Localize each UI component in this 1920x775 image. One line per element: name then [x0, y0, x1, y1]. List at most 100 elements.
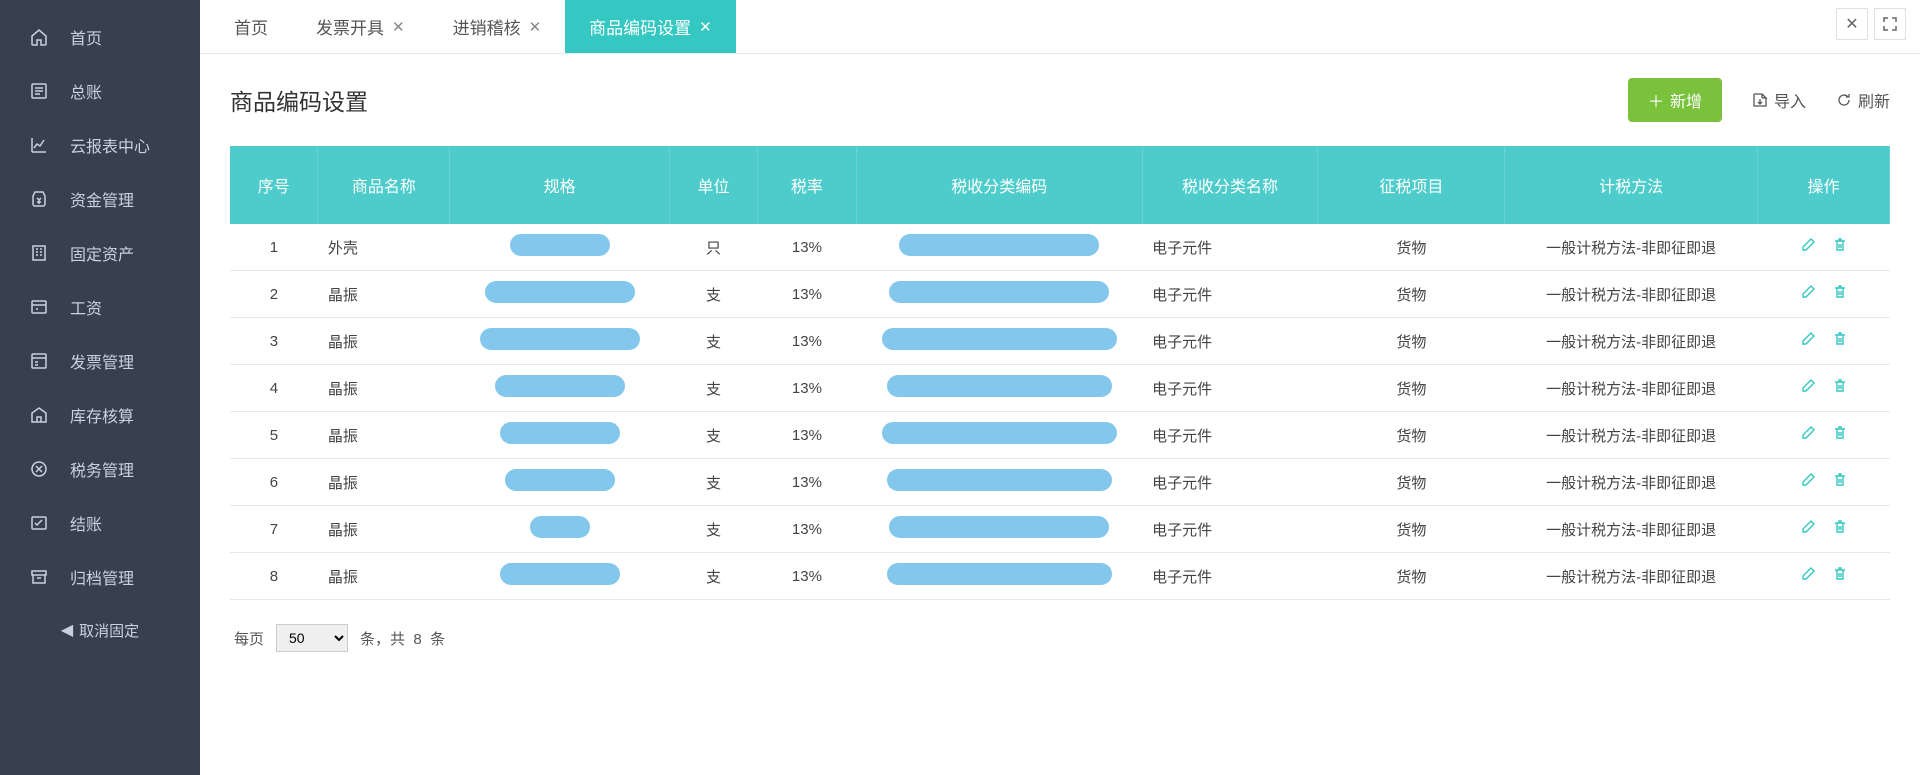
sidebar-item-label: 云报表中心 [70, 133, 150, 157]
cell-rate: 13% [757, 459, 856, 506]
redacted-spec [495, 375, 625, 397]
page-title: 商品编码设置 [230, 83, 368, 117]
delete-icon[interactable] [1832, 331, 1848, 347]
cell-spec [450, 365, 670, 412]
sidebar-item-label: 库存核算 [70, 403, 134, 427]
redacted-code [882, 422, 1117, 444]
sidebar-unpin[interactable]: ◀ 取消固定 [0, 610, 200, 650]
sidebar-item-money[interactable]: 资金管理 [0, 172, 200, 226]
close-icon: ✕ [1845, 14, 1858, 34]
delete-icon[interactable] [1832, 519, 1848, 535]
table-row: 5晶振支13%电子元件货物一般计税方法-非即征即退 [230, 412, 1890, 459]
table-row: 3晶振支13%电子元件货物一般计税方法-非即征即退 [230, 318, 1890, 365]
back-arrow-icon: ◀ [61, 620, 73, 640]
cell-cat: 电子元件 [1142, 224, 1318, 271]
tab-close-icon[interactable]: ✕ [392, 18, 405, 36]
edit-icon[interactable] [1800, 378, 1816, 394]
close-all-tabs-button[interactable]: ✕ [1836, 8, 1868, 40]
add-button-label: 新增 [1670, 88, 1702, 112]
sidebar-item-invoice[interactable]: 发票管理 [0, 334, 200, 388]
cell-code [856, 553, 1142, 600]
cell-unit: 支 [670, 553, 758, 600]
cell-rate: 13% [757, 271, 856, 318]
refresh-button[interactable]: 刷新 [1836, 88, 1890, 112]
cell-method: 一般计税方法-非即征即退 [1505, 365, 1758, 412]
table-header-2: 规格 [450, 146, 670, 224]
cell-cat: 电子元件 [1142, 553, 1318, 600]
sidebar-item-salary[interactable]: 工资 [0, 280, 200, 334]
table-row: 6晶振支13%电子元件货物一般计税方法-非即征即退 [230, 459, 1890, 506]
sidebar-item-archive[interactable]: 归档管理 [0, 550, 200, 604]
pagination: 每页 50 条，共 8 条 [230, 600, 1890, 652]
sidebar-item-home[interactable]: 首页 [0, 10, 200, 64]
cell-cat: 电子元件 [1142, 459, 1318, 506]
delete-icon[interactable] [1832, 566, 1848, 582]
page-size-select[interactable]: 50 [276, 624, 348, 652]
sidebar-item-tax[interactable]: 税务管理 [0, 442, 200, 496]
edit-icon[interactable] [1800, 519, 1816, 535]
edit-icon[interactable] [1800, 331, 1816, 347]
cell-spec [450, 459, 670, 506]
sidebar-item-ledger[interactable]: 总账 [0, 64, 200, 118]
edit-icon[interactable] [1800, 566, 1816, 582]
tab-3[interactable]: 商品编码设置✕ [565, 0, 736, 53]
toolbar-actions: ＋ 新增 导入 [1628, 78, 1890, 122]
cell-spec [450, 271, 670, 318]
table-header-3: 单位 [670, 146, 758, 224]
delete-icon[interactable] [1832, 425, 1848, 441]
salary-icon [28, 296, 50, 318]
pagination-pre-label: 每页 [234, 628, 264, 649]
sidebar-unpin-label: 取消固定 [79, 620, 139, 641]
delete-icon[interactable] [1832, 237, 1848, 253]
cell-name: 晶振 [318, 506, 450, 553]
redacted-code [889, 281, 1109, 303]
cell-op [1758, 365, 1890, 412]
refresh-button-label: 刷新 [1858, 88, 1890, 112]
delete-icon[interactable] [1832, 472, 1848, 488]
cell-spec [450, 318, 670, 365]
redacted-spec [500, 422, 620, 444]
cell-seq: 8 [230, 553, 318, 600]
edit-icon[interactable] [1800, 425, 1816, 441]
tab-0[interactable]: 首页 [210, 0, 292, 53]
cell-item: 货物 [1318, 365, 1505, 412]
tab-1[interactable]: 发票开具✕ [292, 0, 429, 53]
cell-item: 货物 [1318, 459, 1505, 506]
sidebar-item-inventory[interactable]: 库存核算 [0, 388, 200, 442]
add-button[interactable]: ＋ 新增 [1628, 78, 1722, 122]
cell-code [856, 506, 1142, 553]
cell-op [1758, 459, 1890, 506]
cell-cat: 电子元件 [1142, 271, 1318, 318]
cell-cat: 电子元件 [1142, 412, 1318, 459]
cell-op [1758, 224, 1890, 271]
cell-seq: 2 [230, 271, 318, 318]
table-row: 8晶振支13%电子元件货物一般计税方法-非即征即退 [230, 553, 1890, 600]
cell-op [1758, 412, 1890, 459]
sidebar-item-label: 发票管理 [70, 349, 134, 373]
cell-op [1758, 271, 1890, 318]
cell-method: 一般计税方法-非即征即退 [1505, 224, 1758, 271]
sidebar-item-chart[interactable]: 云报表中心 [0, 118, 200, 172]
tab-close-icon[interactable]: ✕ [699, 18, 712, 36]
sidebar-item-close-account[interactable]: 结账 [0, 496, 200, 550]
money-icon [28, 188, 50, 210]
cell-seq: 3 [230, 318, 318, 365]
delete-icon[interactable] [1832, 378, 1848, 394]
ledger-icon [28, 80, 50, 102]
edit-icon[interactable] [1800, 472, 1816, 488]
edit-icon[interactable] [1800, 237, 1816, 253]
import-button[interactable]: 导入 [1752, 88, 1806, 112]
tab-close-icon[interactable]: ✕ [529, 18, 542, 36]
tab-2[interactable]: 进销稽核✕ [429, 0, 566, 53]
fullscreen-button[interactable] [1874, 8, 1906, 40]
cell-unit: 支 [670, 365, 758, 412]
delete-icon[interactable] [1832, 284, 1848, 300]
sidebar-item-building[interactable]: 固定资产 [0, 226, 200, 280]
redacted-spec [510, 234, 610, 256]
table-header-7: 征税项目 [1318, 146, 1505, 224]
edit-icon[interactable] [1800, 284, 1816, 300]
sidebar-item-label: 归档管理 [70, 565, 134, 589]
cell-method: 一般计税方法-非即征即退 [1505, 271, 1758, 318]
cell-unit: 支 [670, 318, 758, 365]
cell-seq: 6 [230, 459, 318, 506]
